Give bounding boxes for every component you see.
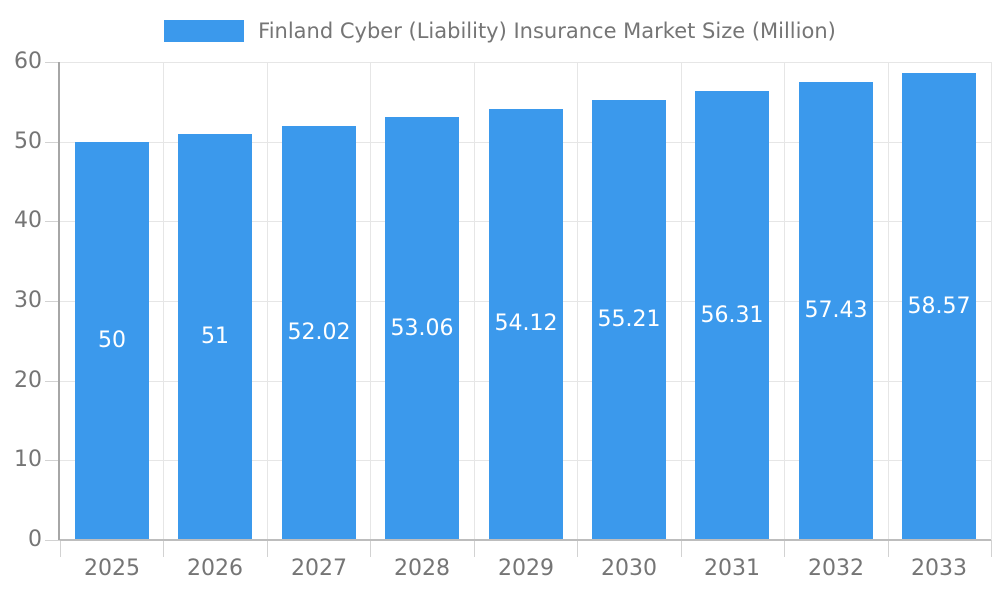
gridline-vertical (991, 62, 992, 540)
gridline-vertical (163, 62, 164, 540)
y-axis-tick (45, 460, 60, 461)
plot-area: 50 51 52.02 53.06 54.12 55.21 56.31 57.43 58.57 (60, 62, 992, 540)
bar-value-label: 52.02 (287, 319, 351, 345)
y-axis-tick-label: 40 (14, 208, 42, 233)
bar: 54.12 (489, 108, 563, 540)
x-axis-tick (370, 540, 371, 557)
x-axis-tick (474, 540, 475, 557)
gridline-vertical (267, 62, 268, 540)
y-axis-tick-label: 0 (28, 527, 42, 552)
y-axis-tick-label: 50 (14, 129, 42, 154)
x-axis-tick-label: 2027 (291, 556, 347, 581)
gridline-vertical (577, 62, 578, 540)
bar-value-label: 54.12 (494, 311, 558, 337)
gridline-vertical (784, 62, 785, 540)
gridline-horizontal (60, 62, 991, 63)
legend-label: Finland Cyber (Liability) Insurance Mark… (258, 19, 836, 43)
y-axis-tick-label: 10 (14, 447, 42, 472)
bar: 50 (75, 141, 149, 540)
gridline-vertical (888, 62, 889, 540)
bar-value-label: 51 (201, 323, 229, 349)
bar: 52.02 (282, 125, 356, 540)
x-axis-tick-label: 2028 (394, 556, 450, 581)
bar: 57.43 (799, 82, 873, 540)
x-axis-tick-label: 2026 (187, 556, 243, 581)
gridline-vertical (370, 62, 371, 540)
y-axis-tick (45, 540, 60, 541)
bar-value-label: 57.43 (804, 298, 868, 324)
x-axis-tick-label: 2025 (84, 556, 140, 581)
bar-value-label: 55.21 (597, 307, 661, 333)
bar: 58.57 (902, 73, 976, 540)
bar: 51 (178, 133, 252, 540)
x-axis-tick (577, 540, 578, 557)
x-axis-tick (888, 540, 889, 557)
y-axis-tick (45, 62, 60, 63)
bar: 55.21 (592, 100, 666, 540)
bar-value-label: 53.06 (390, 315, 454, 341)
x-axis-tick (991, 540, 992, 557)
x-axis-tick-label: 2031 (704, 556, 760, 581)
x-axis-tick (681, 540, 682, 557)
x-axis-tick (60, 540, 61, 557)
bar-value-label: 50 (98, 327, 126, 353)
y-axis-tick (45, 142, 60, 143)
y-axis-tick-label: 30 (14, 288, 42, 313)
x-axis-tick-label: 2033 (911, 556, 967, 581)
legend-swatch (164, 20, 245, 42)
x-axis-tick (784, 540, 785, 557)
gridline-vertical (474, 62, 475, 540)
y-axis-tick (45, 221, 60, 222)
y-axis-tick (45, 301, 60, 302)
x-axis-tick-label: 2032 (808, 556, 864, 581)
y-axis-tick (45, 381, 60, 382)
x-axis-line (60, 539, 991, 541)
x-axis-tick (267, 540, 268, 557)
bar: 56.31 (695, 91, 769, 540)
y-axis-line (58, 62, 60, 540)
gridline-vertical (681, 62, 682, 540)
x-axis-tick-label: 2029 (498, 556, 554, 581)
x-axis-tick-label: 2030 (601, 556, 657, 581)
bar-value-label: 56.31 (700, 302, 764, 328)
y-axis-tick-label: 60 (14, 49, 42, 74)
chart-legend[interactable]: Finland Cyber (Liability) Insurance Mark… (0, 18, 1000, 44)
y-axis-tick-label: 20 (14, 368, 42, 393)
bar: 53.06 (385, 117, 459, 540)
x-axis-tick (163, 540, 164, 557)
bar-value-label: 58.57 (907, 293, 971, 319)
